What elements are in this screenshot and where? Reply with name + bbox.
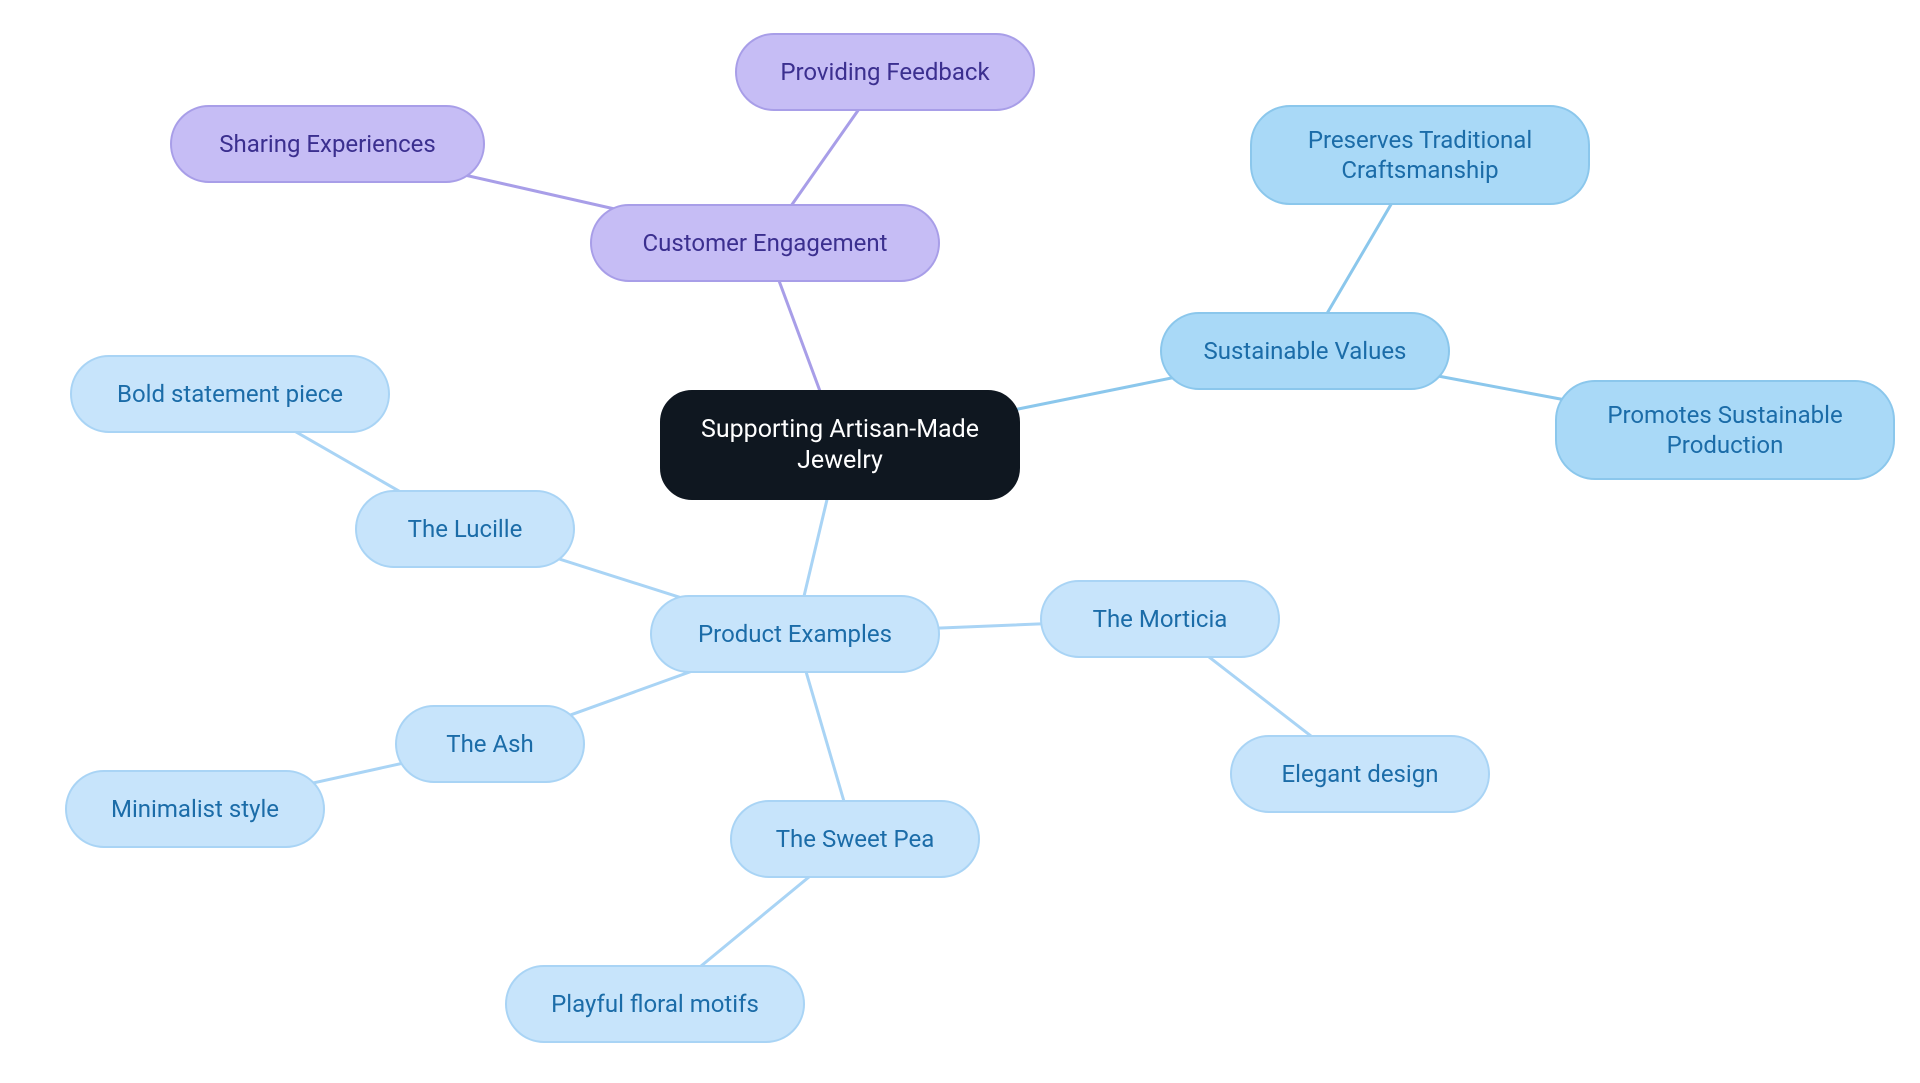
node-playful: Playful floral motifs [505,965,805,1043]
node-minimalist: Minimalist style [65,770,325,848]
node-sharing: Sharing Experiences [170,105,485,183]
node-label: Playful floral motifs [551,989,759,1019]
node-elegant: Elegant design [1230,735,1490,813]
node-sweetpea: The Sweet Pea [730,800,980,878]
node-label: Promotes Sustainable Production [1607,400,1842,460]
node-products: Product Examples [650,595,940,673]
node-bold: Bold statement piece [70,355,390,433]
mindmap-canvas: Supporting Artisan-Made Jewelry Customer … [0,0,1920,1083]
node-label: Minimalist style [111,794,279,824]
node-label: Bold statement piece [117,379,343,409]
node-morticia: The Morticia [1040,580,1280,658]
node-label: The Lucille [408,514,523,544]
node-label: Product Examples [698,619,892,649]
node-label: Sustainable Values [1204,336,1407,366]
node-ash: The Ash [395,705,585,783]
node-feedback: Providing Feedback [735,33,1035,111]
node-label: Sharing Experiences [219,129,436,159]
node-label: The Morticia [1093,604,1228,634]
node-label: Providing Feedback [780,57,989,87]
node-root: Supporting Artisan-Made Jewelry [660,390,1020,500]
node-preserves: Preserves Traditional Craftsmanship [1250,105,1590,205]
node-sustain: Sustainable Values [1160,312,1450,390]
node-promotes: Promotes Sustainable Production [1555,380,1895,480]
node-custeng: Customer Engagement [590,204,940,282]
node-label: Preserves Traditional Craftsmanship [1308,125,1532,185]
node-lucille: The Lucille [355,490,575,568]
node-label: Elegant design [1281,759,1438,789]
node-label: Supporting Artisan-Made Jewelry [701,414,979,477]
node-label: Customer Engagement [643,228,888,258]
node-label: The Ash [446,729,533,759]
node-label: The Sweet Pea [776,824,935,854]
